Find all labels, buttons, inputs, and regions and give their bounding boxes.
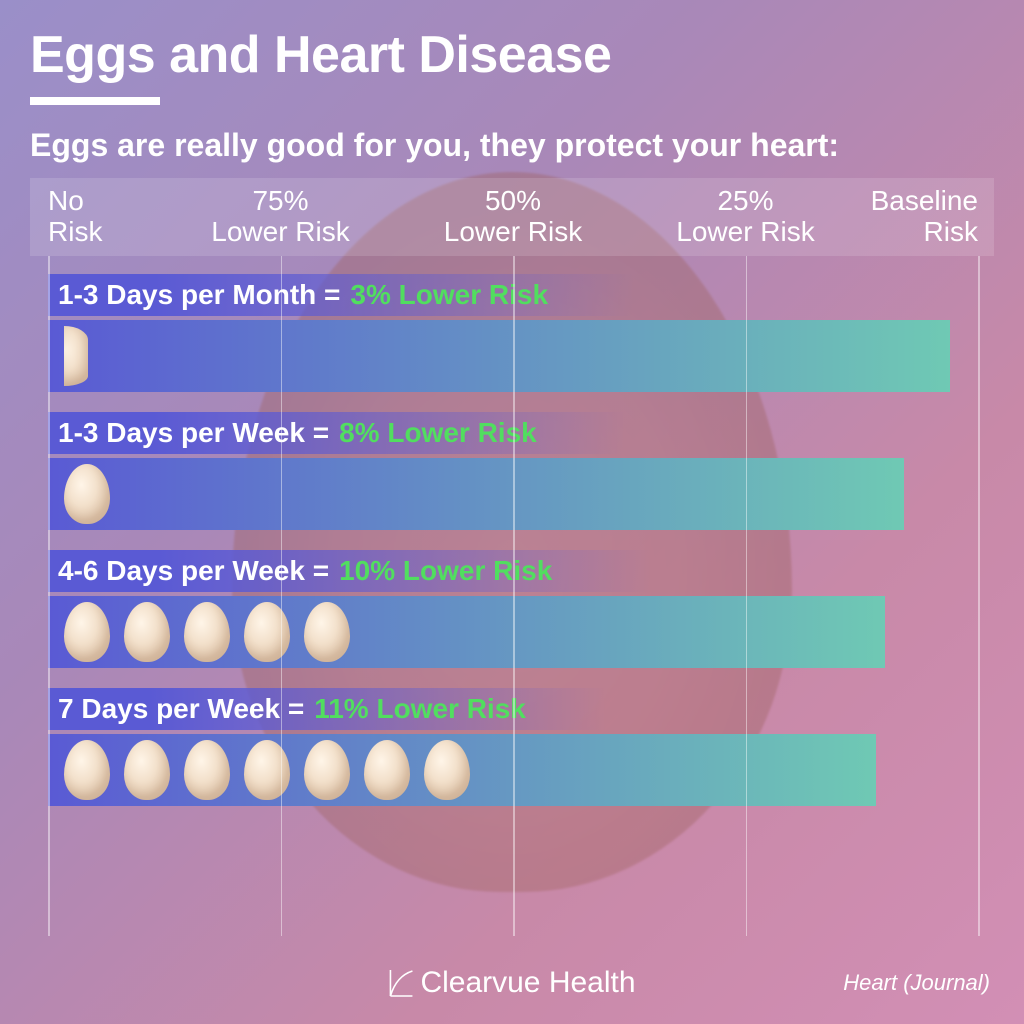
egg-icon bbox=[64, 740, 110, 800]
egg-icon bbox=[124, 740, 170, 800]
egg-icon bbox=[64, 602, 110, 662]
row-value-label: 10% Lower Risk bbox=[339, 555, 552, 587]
footer-brand: Clearvue Health bbox=[388, 966, 635, 1000]
egg-icon bbox=[124, 602, 170, 662]
egg-icon-row bbox=[64, 740, 470, 800]
row-header: 7 Days per Week = 11% Lower Risk bbox=[48, 688, 606, 730]
egg-icon bbox=[304, 740, 350, 800]
axis-label: NoRisk bbox=[48, 186, 102, 248]
row-label: 1-3 Days per Month = bbox=[58, 279, 340, 311]
gridline bbox=[746, 256, 748, 936]
title-underline bbox=[30, 97, 160, 105]
row-value-label: 11% Lower Risk bbox=[314, 693, 526, 725]
egg-icon bbox=[184, 740, 230, 800]
row-header: 1-3 Days per Month = 3% Lower Risk bbox=[48, 274, 634, 316]
gridline bbox=[978, 256, 980, 936]
row-value-label: 3% Lower Risk bbox=[350, 279, 548, 311]
gridline bbox=[513, 256, 515, 936]
axis-label: 50%Lower Risk bbox=[444, 186, 582, 248]
brand-logo-icon bbox=[388, 968, 414, 998]
footer-brand-text: Clearvue Health bbox=[420, 966, 635, 1000]
egg-icon bbox=[304, 602, 350, 662]
egg-icon-row bbox=[64, 602, 350, 662]
egg-icon-row bbox=[64, 326, 88, 386]
egg-half-icon bbox=[64, 326, 88, 386]
row-label: 4-6 Days per Week = bbox=[58, 555, 329, 587]
gridline bbox=[48, 256, 50, 936]
subtitle: Eggs are really good for you, they prote… bbox=[30, 127, 994, 164]
axis-header: NoRisk 75%Lower Risk 50%Lower Risk 25%Lower… bbox=[30, 178, 994, 256]
egg-icon bbox=[424, 740, 470, 800]
egg-icon-row bbox=[64, 464, 110, 524]
row-value-label: 8% Lower Risk bbox=[339, 417, 537, 449]
egg-icon bbox=[244, 740, 290, 800]
risk-bar bbox=[48, 320, 950, 392]
chart-area: 1-3 Days per Month = 3% Lower Risk1-3 Da… bbox=[30, 256, 994, 936]
egg-icon bbox=[244, 602, 290, 662]
egg-icon bbox=[64, 464, 110, 524]
axis-label: BaselineRisk bbox=[871, 186, 978, 248]
footer-source: Heart (Journal) bbox=[843, 970, 990, 996]
gridline bbox=[281, 256, 283, 936]
egg-icon bbox=[364, 740, 410, 800]
row-label: 1-3 Days per Week = bbox=[58, 417, 329, 449]
row-header: 4-6 Days per Week = 10% Lower Risk bbox=[48, 550, 653, 592]
row-label: 7 Days per Week = bbox=[58, 693, 304, 725]
page-title: Eggs and Heart Disease bbox=[30, 28, 994, 83]
row-header: 1-3 Days per Week = 8% Lower Risk bbox=[48, 412, 625, 454]
egg-icon bbox=[184, 602, 230, 662]
axis-label: 75%Lower Risk bbox=[211, 186, 349, 248]
risk-bar bbox=[48, 458, 904, 530]
content-wrap: Eggs and Heart Disease Eggs are really g… bbox=[0, 0, 1024, 1024]
axis-label: 25%Lower Risk bbox=[676, 186, 814, 248]
